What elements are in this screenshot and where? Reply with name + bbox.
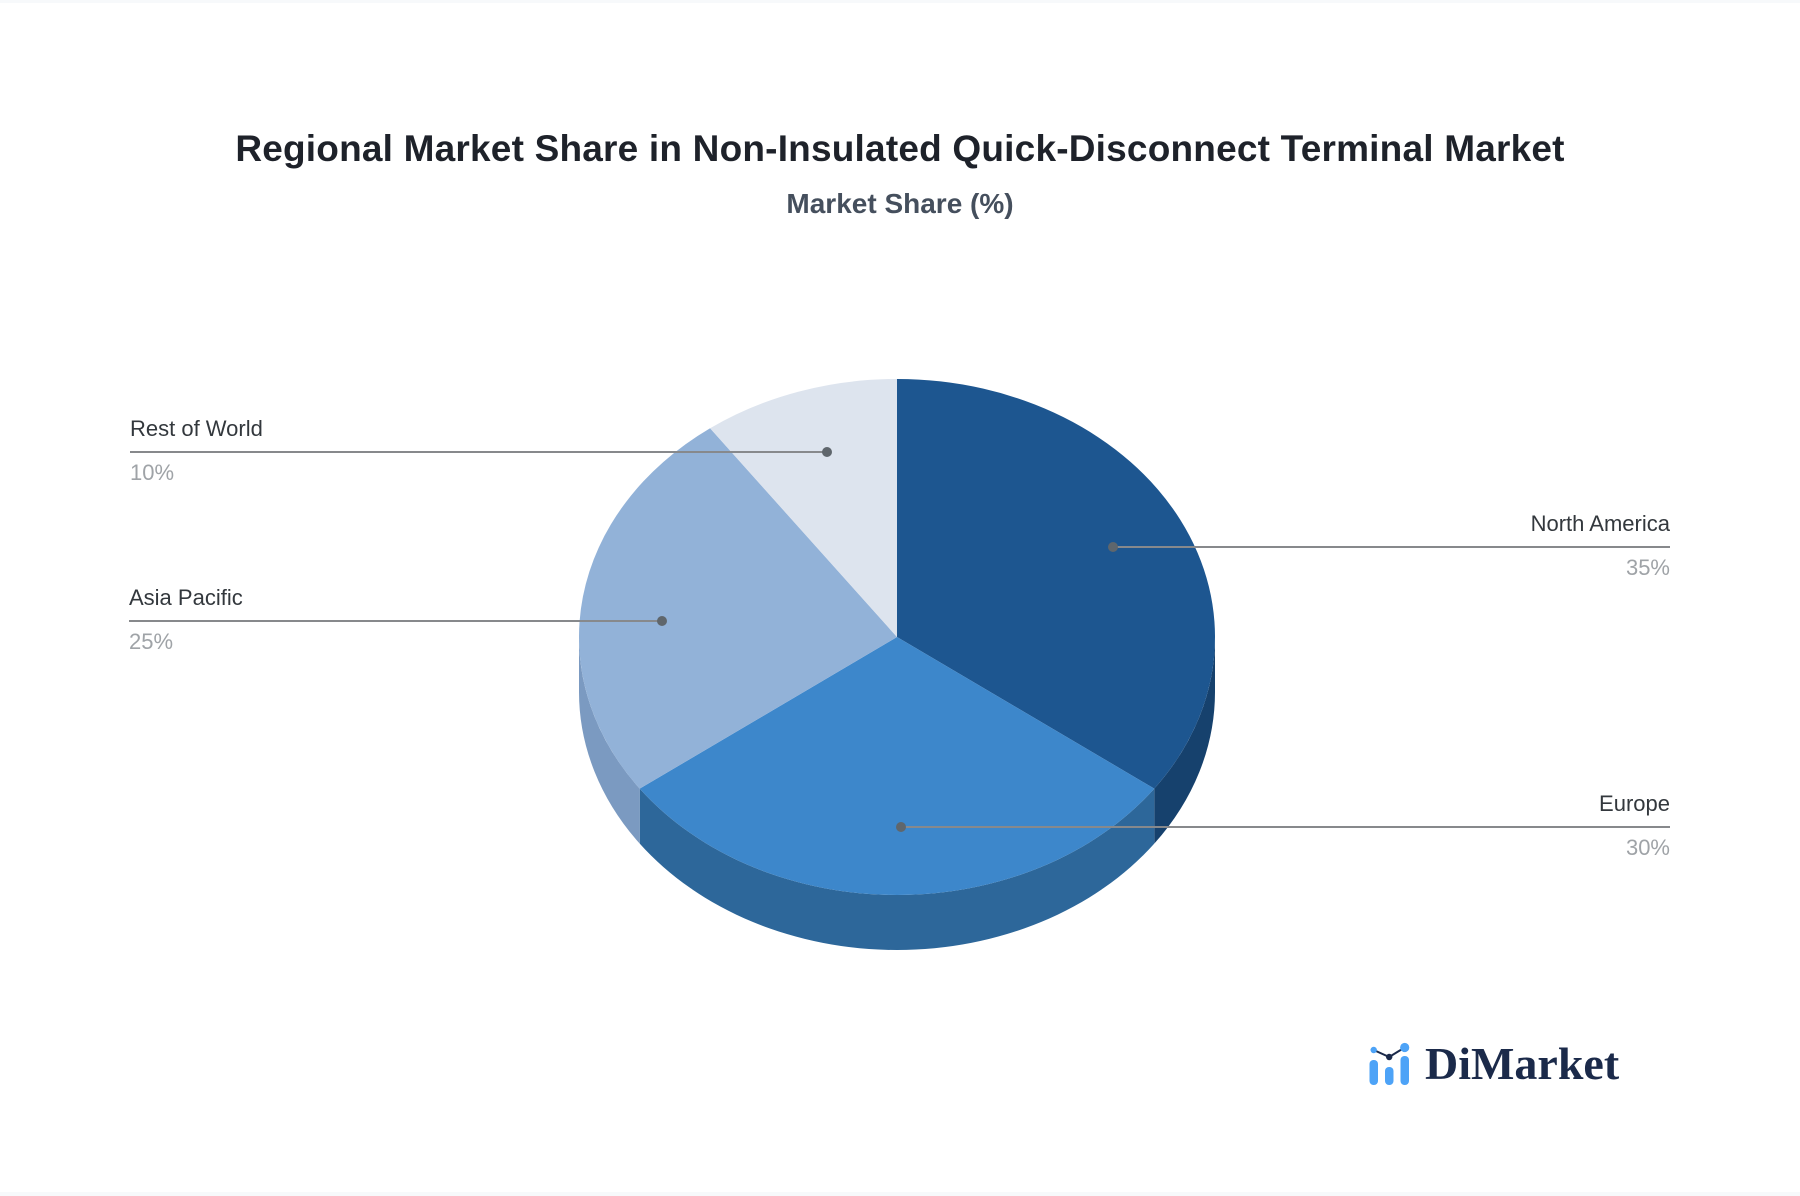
pie-slice-side-europe bbox=[639, 788, 1155, 950]
pie-slice-north-america[interactable] bbox=[897, 379, 1215, 789]
leader-dot-rest-of-world bbox=[822, 447, 832, 457]
slice-value-rest-of-world: 10% bbox=[130, 460, 175, 485]
slice-label-europe: Europe bbox=[1599, 791, 1670, 816]
slice-label-rest-of-world: Rest of World bbox=[130, 416, 263, 441]
slice-label-asia-pacific: Asia Pacific bbox=[129, 585, 243, 610]
slice-value-north-america: 35% bbox=[1625, 555, 1670, 580]
leader-dot-asia-pacific bbox=[657, 616, 667, 626]
chart-subtitle: Market Share (%) bbox=[786, 188, 1014, 219]
bottom-edge-strip bbox=[0, 1192, 1800, 1196]
top-edge-strip bbox=[0, 0, 1800, 3]
leader-dot-north-america bbox=[1108, 542, 1118, 552]
pie-slice-rest-of-world[interactable] bbox=[710, 379, 897, 637]
chart-title: Regional Market Share in Non-Insulated Q… bbox=[235, 128, 1565, 169]
bar-line-chart-icon bbox=[1369, 1042, 1410, 1085]
logo-line bbox=[1370, 1042, 1410, 1061]
pie-slice-asia-pacific[interactable] bbox=[579, 428, 897, 789]
pie-slice-side-asia-pacific bbox=[579, 637, 640, 844]
pie-slice-side-north-america bbox=[1154, 637, 1215, 844]
brand-logo-text: DiMarket bbox=[1425, 1038, 1620, 1089]
slice-value-europe: 30% bbox=[1625, 835, 1670, 860]
brand-logo: DiMarket bbox=[1368, 1038, 1619, 1090]
logo-bars bbox=[1369, 1056, 1409, 1085]
pie-slice-europe[interactable] bbox=[639, 637, 1155, 895]
slice-label-north-america: North America bbox=[1530, 511, 1670, 536]
leader-dot-europe bbox=[896, 822, 906, 832]
slice-value-asia-pacific: 25% bbox=[129, 629, 174, 654]
